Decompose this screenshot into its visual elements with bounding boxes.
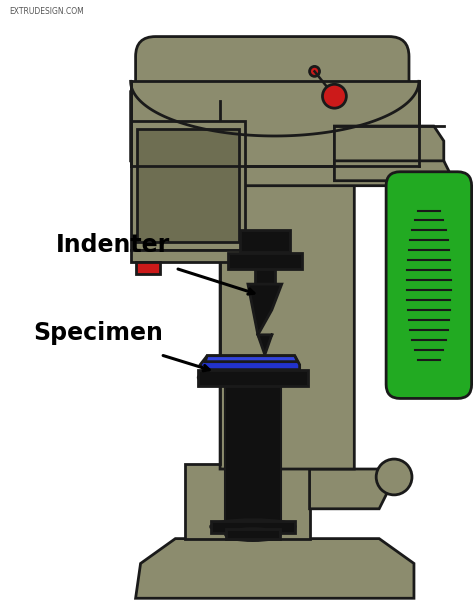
Bar — [137, 129, 239, 242]
Bar — [131, 250, 250, 262]
Bar — [227, 390, 279, 395]
Polygon shape — [185, 464, 310, 538]
Circle shape — [322, 84, 346, 108]
Ellipse shape — [210, 520, 295, 534]
Bar — [227, 460, 279, 465]
FancyBboxPatch shape — [136, 36, 409, 186]
Bar — [225, 385, 281, 524]
Polygon shape — [131, 61, 419, 161]
Polygon shape — [225, 475, 281, 480]
Polygon shape — [225, 405, 281, 410]
Polygon shape — [225, 415, 281, 420]
Bar — [227, 450, 279, 455]
Bar — [226, 529, 280, 538]
Polygon shape — [225, 495, 281, 500]
Polygon shape — [225, 395, 281, 401]
Polygon shape — [225, 426, 281, 430]
Bar — [227, 401, 279, 405]
Bar — [227, 490, 279, 495]
Polygon shape — [225, 515, 281, 520]
Polygon shape — [136, 538, 414, 599]
Text: Indenter: Indenter — [56, 233, 170, 257]
Polygon shape — [310, 469, 389, 509]
Ellipse shape — [226, 529, 280, 541]
Bar — [131, 121, 245, 250]
Polygon shape — [225, 435, 281, 440]
Polygon shape — [225, 385, 281, 390]
Polygon shape — [225, 485, 281, 490]
Polygon shape — [131, 81, 419, 166]
Circle shape — [310, 66, 319, 76]
Polygon shape — [225, 455, 281, 460]
Polygon shape — [225, 465, 281, 470]
Bar — [211, 521, 295, 533]
Bar — [227, 520, 279, 524]
Bar — [227, 470, 279, 475]
Bar — [227, 430, 279, 435]
Polygon shape — [248, 284, 282, 335]
Polygon shape — [258, 335, 272, 354]
Polygon shape — [200, 356, 300, 370]
Text: EXTRUDESIGN.COM: EXTRUDESIGN.COM — [9, 7, 84, 16]
Polygon shape — [225, 505, 281, 510]
Bar — [228, 253, 301, 269]
Polygon shape — [225, 445, 281, 450]
Bar — [136, 262, 161, 274]
Ellipse shape — [198, 368, 308, 387]
Bar — [227, 440, 279, 445]
Bar — [255, 269, 275, 284]
Bar — [240, 231, 290, 253]
Text: Specimen: Specimen — [33, 320, 163, 345]
Bar — [227, 500, 279, 505]
FancyBboxPatch shape — [386, 172, 472, 398]
Polygon shape — [335, 126, 444, 166]
Bar — [227, 510, 279, 515]
Bar — [198, 370, 308, 385]
Bar — [227, 480, 279, 485]
Polygon shape — [335, 161, 449, 181]
Bar — [227, 410, 279, 415]
Circle shape — [376, 459, 412, 495]
Polygon shape — [205, 356, 298, 362]
Polygon shape — [220, 101, 354, 469]
Bar — [227, 420, 279, 426]
